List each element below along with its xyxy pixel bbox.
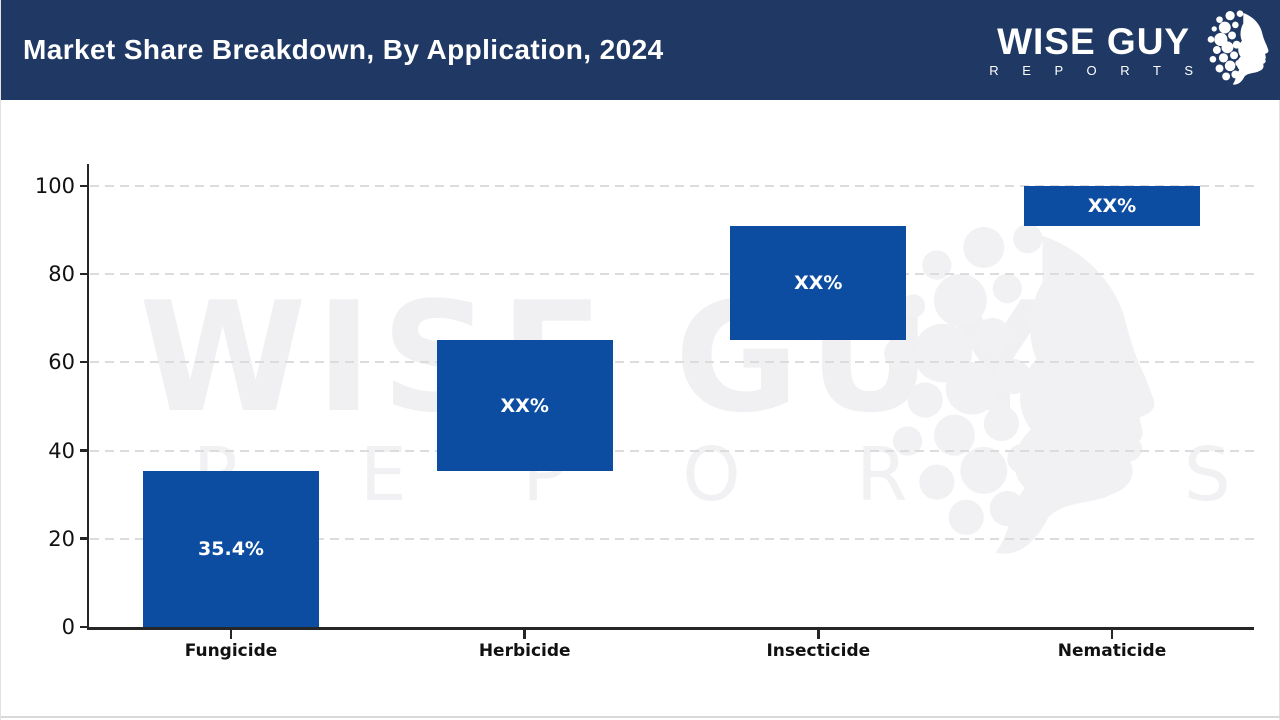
header-bar: Market Share Breakdown, By Application, … (1, 0, 1280, 100)
page-title: Market Share Breakdown, By Application, … (23, 34, 664, 65)
gridline-100 (90, 185, 1254, 187)
y-tick-40 (80, 449, 89, 452)
bar-herbicide: XX% (436, 340, 613, 471)
y-tick-label-40: 40 (48, 438, 75, 463)
bar-insecticide: XX% (730, 225, 907, 341)
bar-value-label-nematicide: XX% (1087, 194, 1137, 217)
y-tick-60 (80, 360, 89, 364)
y-tick-label-80: 80 (48, 262, 75, 287)
x-tick-label-fungicide: Fungicide (184, 641, 278, 661)
y-tick-0 (80, 625, 89, 628)
gridline-40 (90, 449, 1254, 452)
logo-face-icon (1207, 10, 1269, 85)
x-tick-insecticide (817, 630, 820, 639)
bar-value-label-fungicide: 35.4% (198, 537, 264, 560)
gridline-80 (90, 273, 1254, 276)
y-tick-label-100: 100 (34, 174, 75, 198)
y-tick-label-20: 20 (48, 526, 75, 551)
bar-nematicide: XX% (1024, 186, 1200, 226)
x-tick-herbicide (523, 630, 526, 639)
y-tick-label-0: 0 (61, 615, 75, 639)
y-tick-20 (80, 537, 89, 540)
bar-fungicide: 35.4% (143, 470, 319, 627)
bar-value-label-insecticide: XX% (794, 272, 843, 295)
logo-text: WISE GUY R E P O R T S (984, 23, 1203, 78)
wise-guy-reports-logo: WISE GUY R E P O R T S (984, 6, 1271, 94)
gridline-20 (90, 537, 1254, 540)
bar-value-label-herbicide: XX% (500, 394, 549, 417)
y-tick-100 (80, 184, 89, 187)
x-tick-nematicide (1110, 630, 1114, 639)
x-tick-label-nematicide: Nematicide (1057, 641, 1167, 661)
x-tick-fungicide (229, 630, 233, 639)
x-tick-label-insecticide: Insecticide (766, 641, 871, 661)
y-tick-label-60: 60 (48, 350, 75, 375)
logo-reports-label: R E P O R T S (989, 62, 1203, 78)
y-tick-80 (80, 272, 89, 276)
logo-wise-guy-label: WISE GUY (997, 20, 1191, 62)
gridline-60 (90, 361, 1254, 364)
x-tick-label-herbicide: Herbicide (478, 641, 571, 661)
y-axis-spine (86, 163, 89, 630)
x-axis-spine (86, 627, 1254, 630)
bottom-divider (1, 716, 1280, 718)
